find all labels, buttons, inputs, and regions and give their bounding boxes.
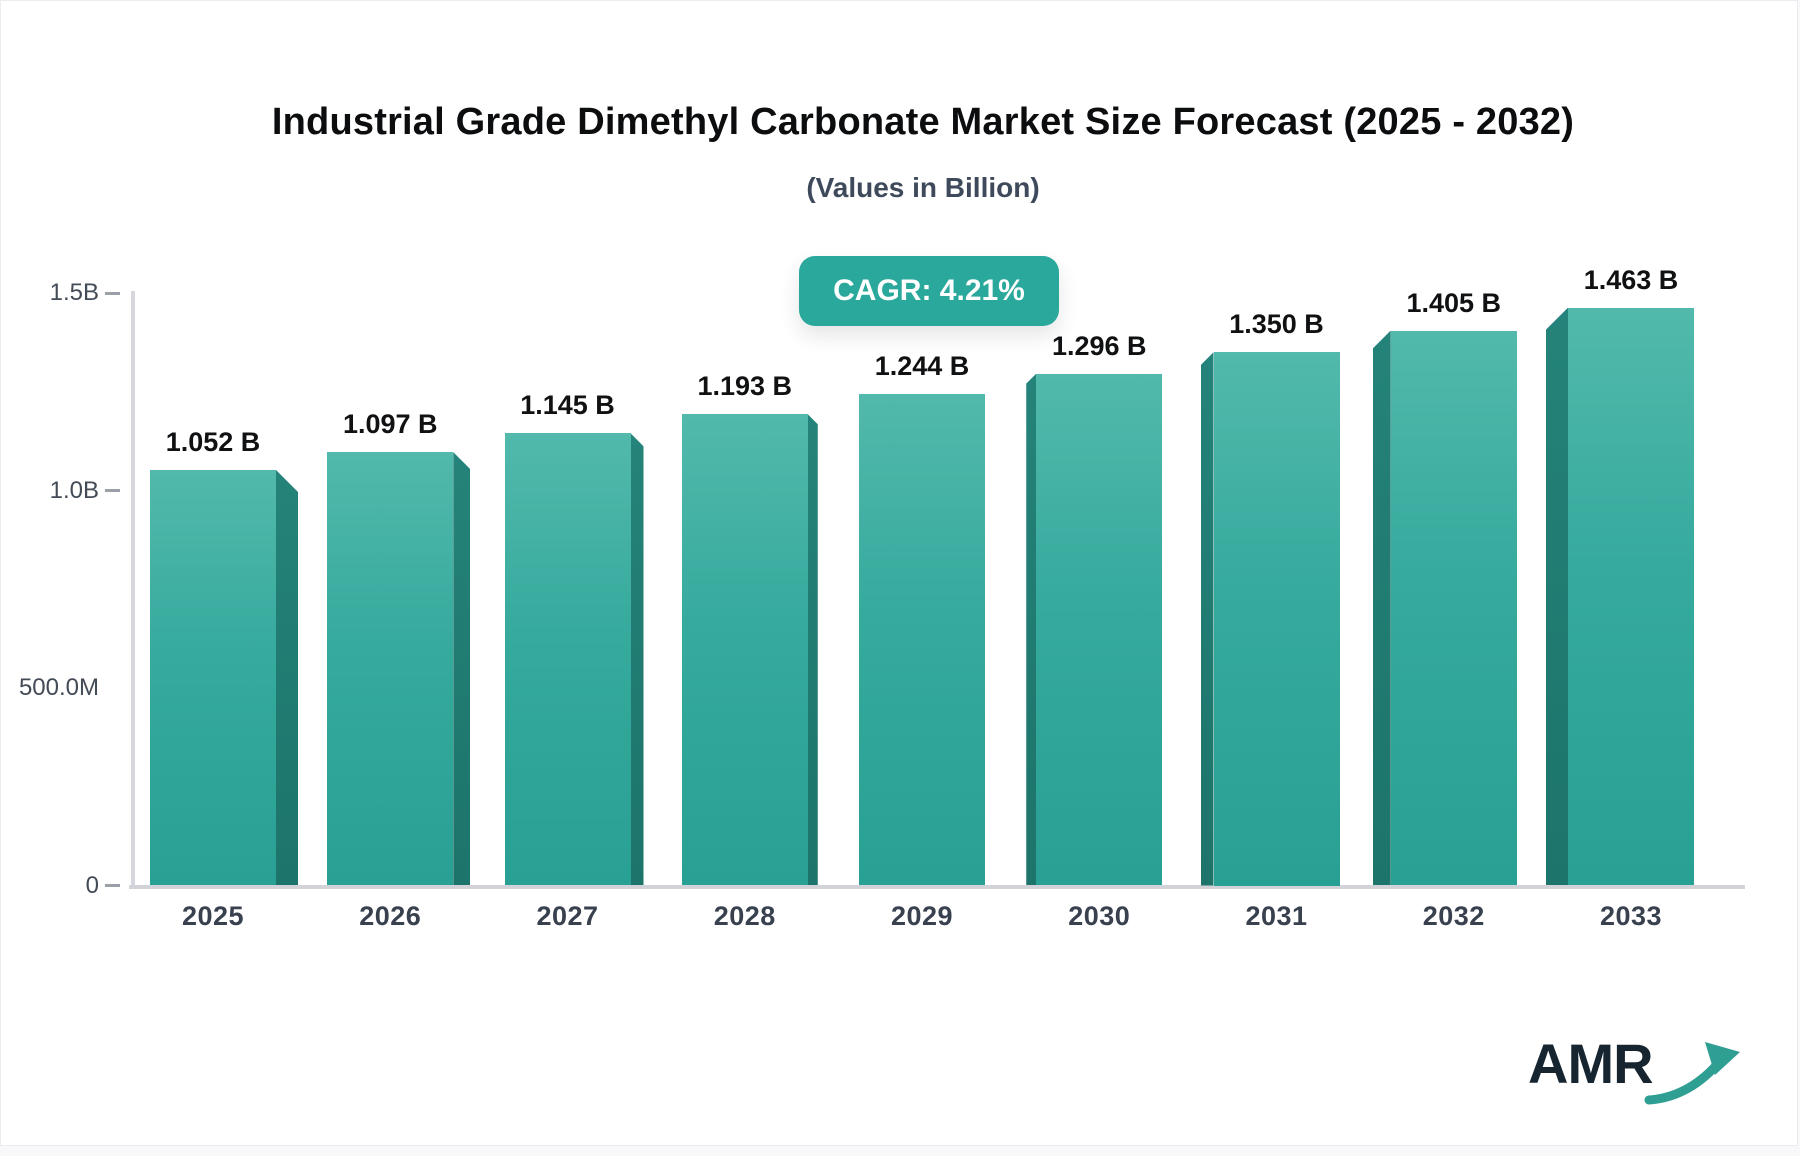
bar-value-label: 1.350 B	[1229, 309, 1324, 340]
bar-value-label: 1.463 B	[1583, 264, 1679, 295]
amr-logo-text: AMR	[1528, 1032, 1654, 1095]
bar-side-face	[1546, 307, 1568, 886]
bar	[1036, 373, 1163, 886]
bar	[1568, 307, 1694, 886]
cagr-badge-label: CAGR: 4.21%	[833, 274, 1025, 307]
bar-value-label: 1.244 B	[874, 351, 970, 382]
page-subtitle: (Values in Billion)	[806, 172, 1040, 203]
x-axis-label: 2026	[359, 901, 422, 931]
amr-logo: AMR	[1528, 1034, 1743, 1107]
bar	[681, 414, 808, 886]
x-axis-label: 2030	[1068, 901, 1131, 931]
y-axis-tick	[105, 291, 120, 295]
bar-side-face	[276, 469, 298, 886]
growth-arrow-icon	[1644, 1042, 1740, 1105]
x-axis-label: 2033	[1599, 901, 1663, 931]
bar	[859, 394, 985, 886]
x-axis-label: 2031	[1245, 901, 1308, 931]
bar-value-label: 1.145 B	[520, 390, 615, 421]
bar-side-face	[453, 452, 471, 886]
y-axis-label: 1.0B	[49, 476, 99, 504]
bar-side-face	[807, 414, 818, 886]
page-title: Industrial Grade Dimethyl Carbonate Mark…	[271, 101, 1575, 143]
y-axis-line	[131, 291, 135, 888]
y-axis-label: 500.0M	[18, 674, 99, 701]
x-axis-label: 2032	[1422, 901, 1485, 931]
bar-side-face	[1200, 352, 1214, 886]
x-axis-label: 2027	[536, 901, 599, 931]
bar-side-face	[1372, 330, 1391, 886]
bar-value-label: 1.193 B	[697, 371, 793, 402]
bar-side-face	[1026, 373, 1037, 886]
y-axis-tick	[105, 489, 120, 492]
y-axis-label: 0	[85, 871, 99, 899]
x-axis-label: 2025	[181, 901, 245, 931]
bar-value-label: 1.097 B	[342, 409, 438, 440]
x-axis-label: 2028	[713, 901, 776, 931]
bar	[1213, 352, 1340, 886]
x-axis-line	[129, 885, 1745, 889]
y-axis-label: 1.5B	[49, 279, 99, 306]
bar	[1390, 330, 1517, 886]
y-axis-tick	[105, 884, 120, 887]
bar-value-label: 1.405 B	[1406, 287, 1502, 318]
bar-value-label: 1.296 B	[1051, 330, 1147, 361]
x-axis-label: 2029	[890, 901, 954, 931]
bar	[150, 469, 276, 886]
cagr-badge: CAGR: 4.21%	[799, 256, 1059, 326]
bar	[504, 433, 631, 886]
bar-side-face	[630, 433, 644, 886]
bar-value-label: 1.052 B	[165, 426, 261, 457]
bar	[327, 452, 454, 886]
